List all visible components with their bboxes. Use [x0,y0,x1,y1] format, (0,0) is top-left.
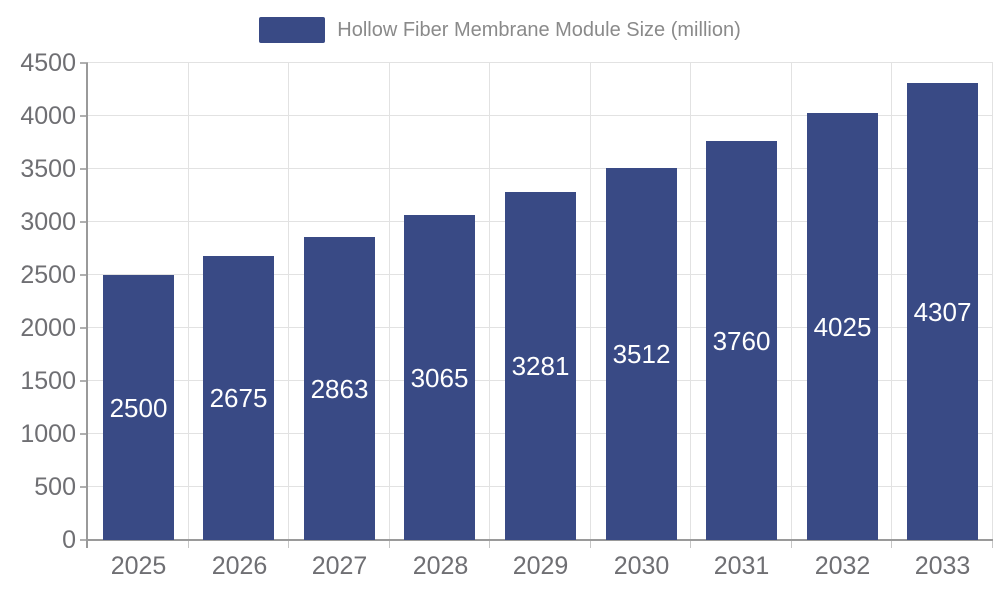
v-gridline [690,63,691,540]
bar [404,215,475,540]
h-gridline [88,115,993,116]
bar-value-label: 2863 [310,374,369,404]
x-tick [590,540,591,548]
y-axis-label: 2500 [20,261,76,289]
v-gridline [389,63,390,540]
bar-value-label: 2675 [209,383,268,413]
bar [807,113,878,540]
x-axis-label: 2031 [713,552,770,580]
y-tick [80,327,88,329]
x-tick [791,540,792,548]
x-tick [489,540,490,548]
h-gridline [88,62,993,63]
y-tick [80,62,88,64]
x-axis-label: 2026 [211,552,268,580]
y-tick [80,486,88,488]
x-tick [891,540,892,548]
y-tick [80,168,88,170]
bar-value-label: 3065 [410,363,469,393]
x-axis-label: 2033 [914,552,971,580]
y-axis-label: 3000 [20,208,76,236]
v-gridline [891,63,892,540]
x-axis-label: 2032 [814,552,871,580]
v-gridline [188,63,189,540]
bar [304,237,375,540]
x-axis-label: 2028 [412,552,469,580]
y-tick [80,115,88,117]
x-axis-label: 2029 [512,552,569,580]
bar-value-label: 4307 [913,297,972,327]
x-axis-label: 2030 [613,552,670,580]
y-tick [80,433,88,435]
y-axis-line [86,63,88,548]
bar [907,83,978,540]
y-axis-label: 4000 [20,102,76,130]
y-tick [80,380,88,382]
bar-value-label: 4025 [813,312,872,342]
bar-value-label: 3512 [612,339,671,369]
bar [203,256,274,540]
x-tick [690,540,691,548]
legend-label: Hollow Fiber Membrane Module Size (milli… [337,18,741,41]
x-tick [992,540,993,548]
bar [606,168,677,540]
legend-item[interactable]: Hollow Fiber Membrane Module Size (milli… [0,17,1000,43]
x-tick [288,540,289,548]
y-axis-label: 2000 [20,314,76,342]
bar-value-label: 3760 [712,326,771,356]
x-axis-label: 2027 [311,552,368,580]
y-tick [80,539,88,541]
legend-swatch [259,17,326,43]
y-axis-label: 1000 [20,420,76,448]
v-gridline [288,63,289,540]
v-gridline [992,63,993,540]
y-axis-label: 500 [34,473,76,501]
x-axis-label: 2025 [110,552,167,580]
y-tick [80,274,88,276]
y-axis-label: 3500 [20,155,76,183]
v-gridline [489,63,490,540]
y-axis-label: 4500 [20,49,76,77]
y-axis-label: 0 [62,526,76,554]
bar [505,192,576,540]
y-axis-label: 1500 [20,367,76,395]
bar [103,275,174,540]
bar-value-label: 3281 [511,351,570,381]
bar [706,141,777,540]
v-gridline [791,63,792,540]
y-tick [80,221,88,223]
bar-value-label: 2500 [109,393,168,423]
h-gridline [88,168,993,169]
x-tick [389,540,390,548]
x-tick [188,540,189,548]
x-axis-line [86,539,993,541]
v-gridline [590,63,591,540]
